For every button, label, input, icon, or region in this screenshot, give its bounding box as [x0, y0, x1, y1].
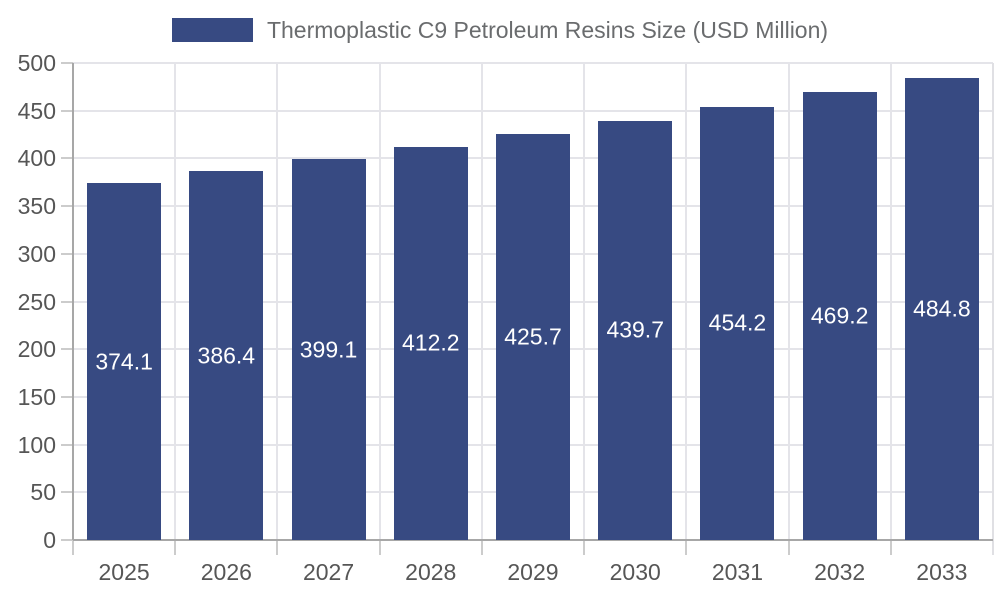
bar [700, 106, 774, 540]
x-axis-tick-label: 2028 [405, 559, 457, 585]
y-axis-tick [61, 348, 73, 351]
bar-value-label: 374.1 [95, 348, 153, 375]
bar-value-label: 412.2 [401, 329, 460, 356]
y-axis-tick-label: 0 [43, 527, 56, 553]
bar [905, 77, 979, 540]
x-axis-tick [787, 540, 790, 555]
y-axis-tick-label: 500 [17, 50, 56, 76]
y-axis-line [72, 63, 74, 540]
x-axis-tick [480, 540, 483, 555]
x-gridline [174, 63, 177, 540]
y-axis-tick-label: 250 [17, 288, 56, 315]
bar-value-label: 469.2 [810, 302, 869, 329]
bar [292, 159, 366, 540]
y-axis-tick-label: 400 [17, 145, 56, 172]
x-gridline [787, 63, 790, 540]
x-axis-tick-label: 2026 [200, 559, 252, 585]
x-gridline [685, 63, 688, 540]
chart-legend: Thermoplastic C9 Petroleum Resins Size (… [0, 14, 1000, 46]
plot-right-border [992, 63, 994, 555]
bar-value-label: 439.7 [606, 316, 664, 343]
y-axis-tick [61, 491, 73, 494]
x-axis-tick [378, 540, 381, 555]
x-axis-tick-label: 2029 [507, 559, 559, 585]
y-axis-tick-label: 50 [30, 479, 56, 506]
y-axis-tick-label: 150 [17, 383, 56, 410]
x-axis-tick [276, 540, 279, 555]
y-axis-tick [61, 443, 73, 446]
y-axis-tick-label: 450 [17, 97, 56, 124]
x-axis-tick [72, 540, 74, 555]
bar [87, 183, 161, 540]
bar [394, 146, 468, 540]
y-axis-tick-label: 350 [17, 193, 56, 220]
x-gridline [889, 63, 892, 540]
y-axis-tick [61, 252, 73, 255]
x-axis-tick-label: 2031 [711, 559, 764, 585]
bar-value-label: 386.4 [197, 342, 256, 369]
y-axis-tick [61, 205, 73, 208]
x-gridline [480, 63, 483, 540]
y-axis-tick [61, 300, 73, 303]
x-gridline [583, 63, 586, 540]
y-axis-tick [61, 109, 73, 112]
x-axis-tick [685, 540, 688, 555]
y-axis-tick [61, 157, 73, 160]
x-axis-line [73, 539, 993, 541]
x-axis-tick [583, 540, 586, 555]
y-gridline [73, 62, 993, 64]
chart-title: Thermoplastic C9 Petroleum Resins Size (… [266, 16, 829, 43]
bar [189, 171, 263, 540]
x-gridline [378, 63, 381, 540]
y-axis-tick-label: 200 [17, 336, 56, 363]
x-axis-tick-label: 2027 [302, 559, 355, 585]
x-axis-tick-label: 2033 [916, 559, 968, 585]
bar-value-label: 484.8 [913, 295, 971, 322]
y-axis-tick [61, 539, 73, 541]
bar-value-label: 399.1 [299, 336, 358, 363]
bar [803, 92, 877, 540]
x-axis-tick-label: 2025 [98, 559, 150, 585]
x-gridline [276, 63, 279, 540]
bar-value-label: 454.2 [708, 309, 767, 336]
bar [598, 120, 672, 540]
y-axis-tick [61, 62, 73, 64]
x-axis-tick [174, 540, 177, 555]
x-axis-tick-label: 2032 [814, 559, 866, 585]
y-gridline [73, 109, 993, 112]
y-axis-tick [61, 395, 73, 398]
y-axis-tick-label: 300 [17, 240, 56, 267]
x-axis-tick [889, 540, 892, 555]
y-axis-tick-label: 100 [17, 431, 56, 458]
bar-value-label: 425.7 [504, 323, 562, 350]
bar [496, 133, 570, 540]
legend-swatch [171, 18, 253, 42]
x-axis-tick-label: 2030 [609, 559, 661, 585]
